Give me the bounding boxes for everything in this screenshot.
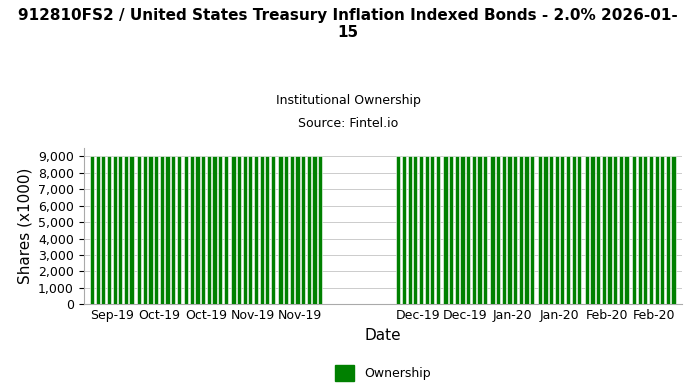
Bar <box>549 156 553 304</box>
Bar <box>295 156 299 304</box>
Bar <box>284 156 288 304</box>
Bar <box>313 156 317 304</box>
Bar <box>129 156 134 304</box>
Bar <box>502 156 506 304</box>
Bar <box>396 156 400 304</box>
Bar <box>159 156 164 304</box>
Bar <box>95 156 100 304</box>
Text: Source: Fintel.io: Source: Fintel.io <box>298 117 398 130</box>
Bar <box>212 156 216 304</box>
Bar <box>413 156 418 304</box>
Bar <box>190 156 194 304</box>
Bar <box>513 156 517 304</box>
Bar <box>624 156 628 304</box>
Bar <box>454 156 459 304</box>
Bar <box>537 156 542 304</box>
Bar <box>507 156 512 304</box>
Bar <box>113 156 117 304</box>
Bar <box>223 156 228 304</box>
Bar <box>571 156 576 304</box>
Bar <box>408 156 412 304</box>
Bar <box>596 156 601 304</box>
Bar <box>560 156 564 304</box>
Bar <box>443 156 448 304</box>
Bar <box>196 156 200 304</box>
Bar <box>466 156 470 304</box>
Text: Institutional Ownership: Institutional Ownership <box>276 94 420 106</box>
Bar <box>231 156 235 304</box>
Bar <box>661 156 665 304</box>
Bar <box>436 156 440 304</box>
Bar <box>544 156 548 304</box>
Bar <box>649 156 653 304</box>
Bar <box>290 156 294 304</box>
Bar <box>237 156 242 304</box>
Bar <box>271 156 275 304</box>
Bar <box>483 156 487 304</box>
Bar <box>496 156 500 304</box>
Bar <box>555 156 559 304</box>
Bar <box>613 156 617 304</box>
Text: 912810FS2 / United States Treasury Inflation Indexed Bonds - 2.0% 2026-01-
15: 912810FS2 / United States Treasury Infla… <box>18 8 678 40</box>
Bar <box>248 156 253 304</box>
Bar <box>218 156 222 304</box>
Bar <box>402 156 406 304</box>
Bar <box>638 156 642 304</box>
Bar <box>632 156 636 304</box>
Bar <box>143 156 147 304</box>
Bar <box>124 156 128 304</box>
Bar <box>590 156 594 304</box>
Bar <box>118 156 122 304</box>
Bar <box>107 156 111 304</box>
Bar <box>585 156 589 304</box>
Bar <box>254 156 258 304</box>
Bar <box>643 156 647 304</box>
Bar <box>472 156 476 304</box>
Bar <box>491 156 495 304</box>
Bar <box>101 156 105 304</box>
Bar <box>307 156 311 304</box>
Bar <box>530 156 535 304</box>
Bar <box>666 156 670 304</box>
Bar <box>477 156 482 304</box>
Bar <box>519 156 523 304</box>
Bar <box>460 156 464 304</box>
Bar <box>137 156 141 304</box>
Y-axis label: Shares (x1000): Shares (x1000) <box>17 168 32 284</box>
Bar <box>524 156 529 304</box>
Bar <box>90 156 94 304</box>
Bar <box>566 156 570 304</box>
Bar <box>301 156 306 304</box>
Bar <box>608 156 612 304</box>
Bar <box>672 156 676 304</box>
Bar <box>318 156 322 304</box>
Bar <box>654 156 658 304</box>
Bar <box>430 156 434 304</box>
Bar <box>260 156 264 304</box>
Bar <box>265 156 269 304</box>
Bar <box>577 156 581 304</box>
Bar <box>602 156 606 304</box>
Legend: Ownership: Ownership <box>330 360 436 386</box>
Bar <box>184 156 189 304</box>
Bar <box>201 156 205 304</box>
Bar <box>207 156 211 304</box>
Bar <box>148 156 152 304</box>
X-axis label: Date: Date <box>365 328 401 343</box>
Bar <box>165 156 170 304</box>
Bar <box>177 156 181 304</box>
Bar <box>243 156 247 304</box>
Bar <box>171 156 175 304</box>
Bar <box>425 156 429 304</box>
Bar <box>278 156 283 304</box>
Bar <box>619 156 623 304</box>
Bar <box>449 156 453 304</box>
Bar <box>419 156 423 304</box>
Bar <box>154 156 158 304</box>
